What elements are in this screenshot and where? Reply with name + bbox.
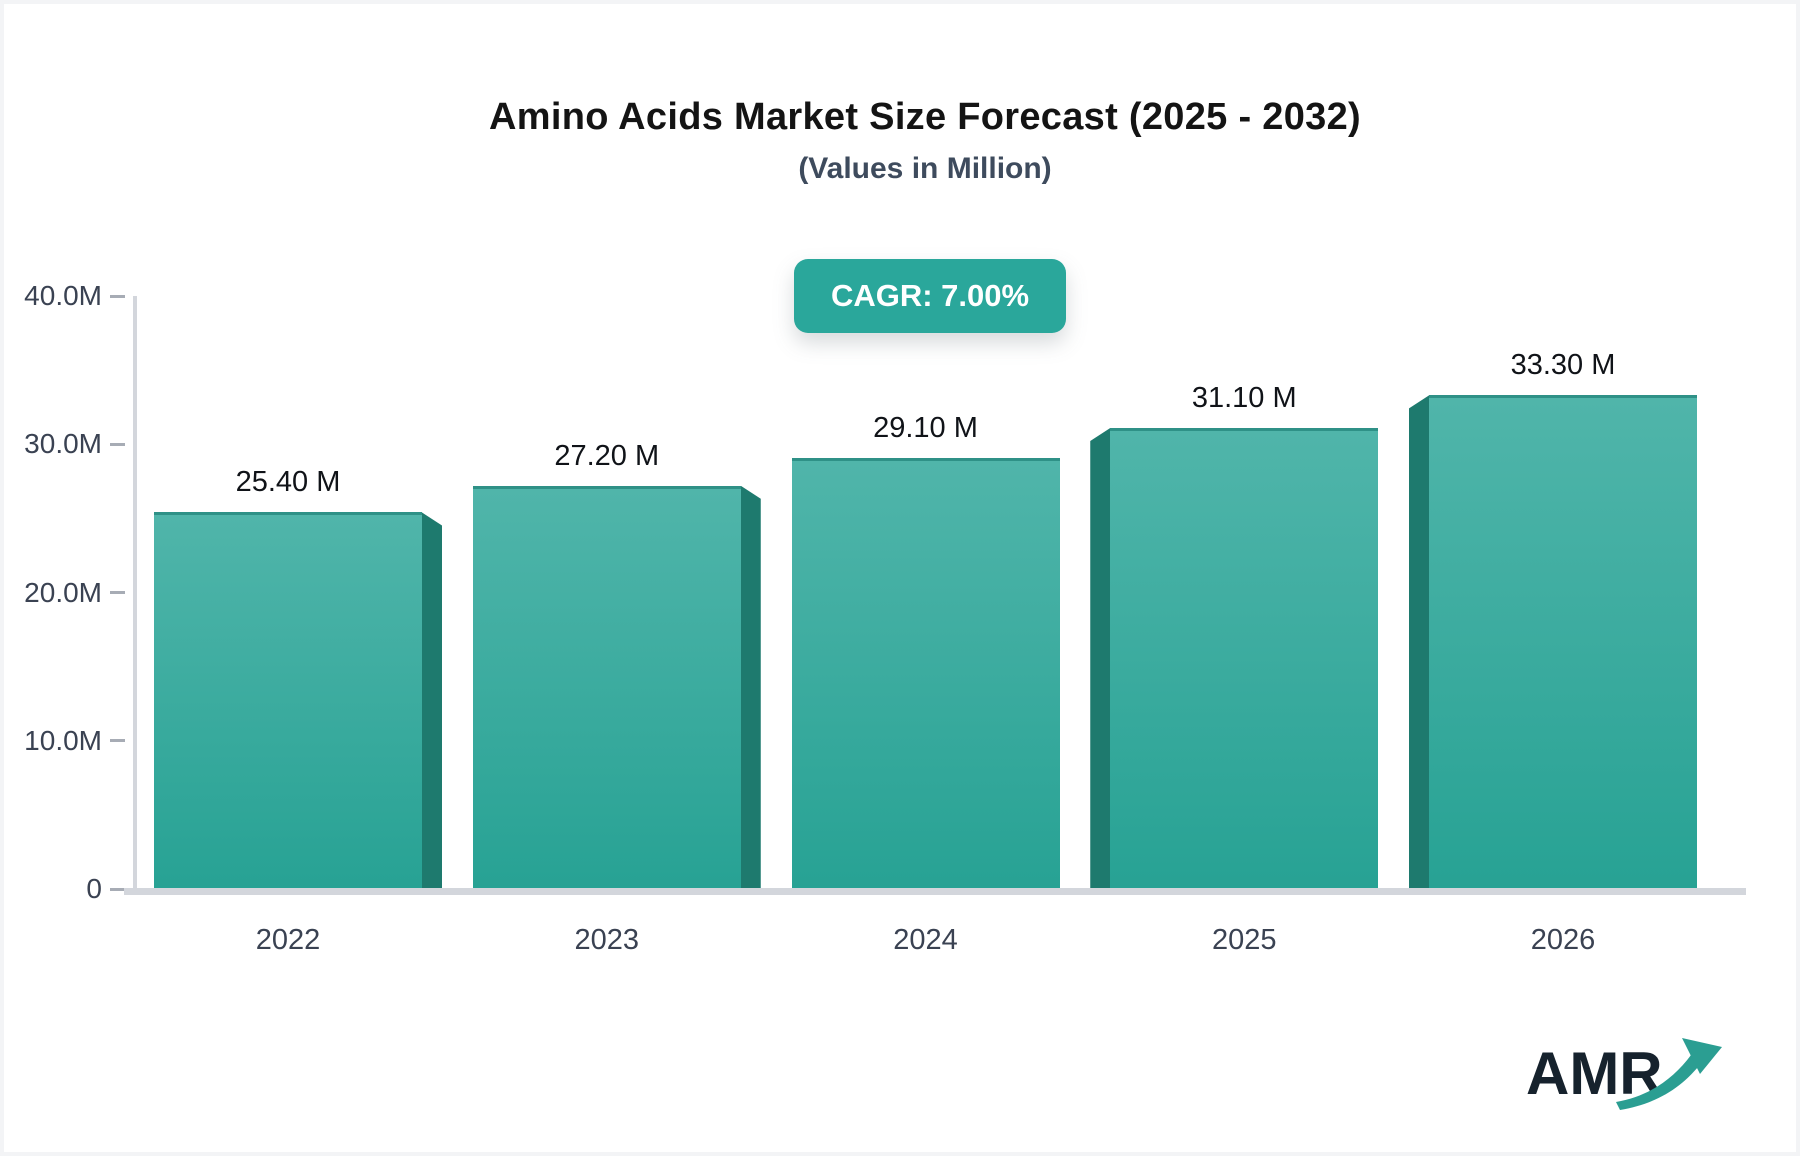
y-axis-tick-label: 20.0M: [24, 576, 102, 608]
bar-side-face: [740, 485, 761, 889]
bar-2026: [1429, 395, 1697, 889]
y-axis-tick-label: 30.0M: [24, 428, 102, 460]
chart-title: Amino Acids Market Size Forecast (2025 -…: [489, 96, 1361, 138]
bar-value-label: 29.10 M: [873, 411, 978, 444]
x-axis-label: 2022: [255, 924, 321, 956]
y-axis-tick: [110, 591, 125, 594]
bar-value-label: 25.40 M: [235, 466, 341, 499]
cagr-badge: CAGR: 7.00%: [794, 259, 1066, 333]
y-axis-tick-label: 10.0M: [24, 724, 102, 756]
y-axis-tick: [110, 294, 125, 298]
bar-side-face: [1409, 395, 1429, 889]
x-axis-label: 2024: [893, 924, 958, 956]
bar-side-face: [422, 512, 442, 889]
chart-subtitle: (Values in Million): [798, 152, 1052, 185]
amr-logo: AMR: [1526, 1038, 1722, 1110]
y-axis-tick: [110, 442, 125, 446]
y-axis-tick-label: 40.0M: [24, 280, 102, 311]
bar-2023: [472, 485, 741, 889]
logo-arrowhead-icon: [1682, 1038, 1722, 1074]
bar-2022: [154, 512, 422, 889]
chart-card: Amino Acids Market Size Forecast (2025 -…: [4, 4, 1796, 1152]
y-axis-tick: [110, 887, 125, 891]
bar-side-face: [1090, 427, 1111, 889]
x-axis-label: 2025: [1211, 924, 1277, 956]
bar-value-label: 27.20 M: [554, 439, 660, 472]
y-axis-tick: [110, 739, 125, 743]
bar-2025: [1110, 427, 1379, 889]
cagr-badge-label: CAGR: 7.00%: [830, 278, 1030, 313]
x-axis-label: 2026: [1530, 924, 1596, 956]
x-axis-line: [124, 888, 1746, 895]
y-axis-tick-label: 0: [86, 873, 102, 904]
logo-arrow-swoosh-icon: [1616, 1055, 1702, 1110]
x-axis-label: 2023: [574, 924, 639, 956]
y-axis-line: [133, 296, 137, 890]
bar-2024: [791, 457, 1060, 889]
bar-value-label: 33.30 M: [1510, 349, 1616, 382]
bar-value-label: 31.10 M: [1191, 381, 1297, 414]
